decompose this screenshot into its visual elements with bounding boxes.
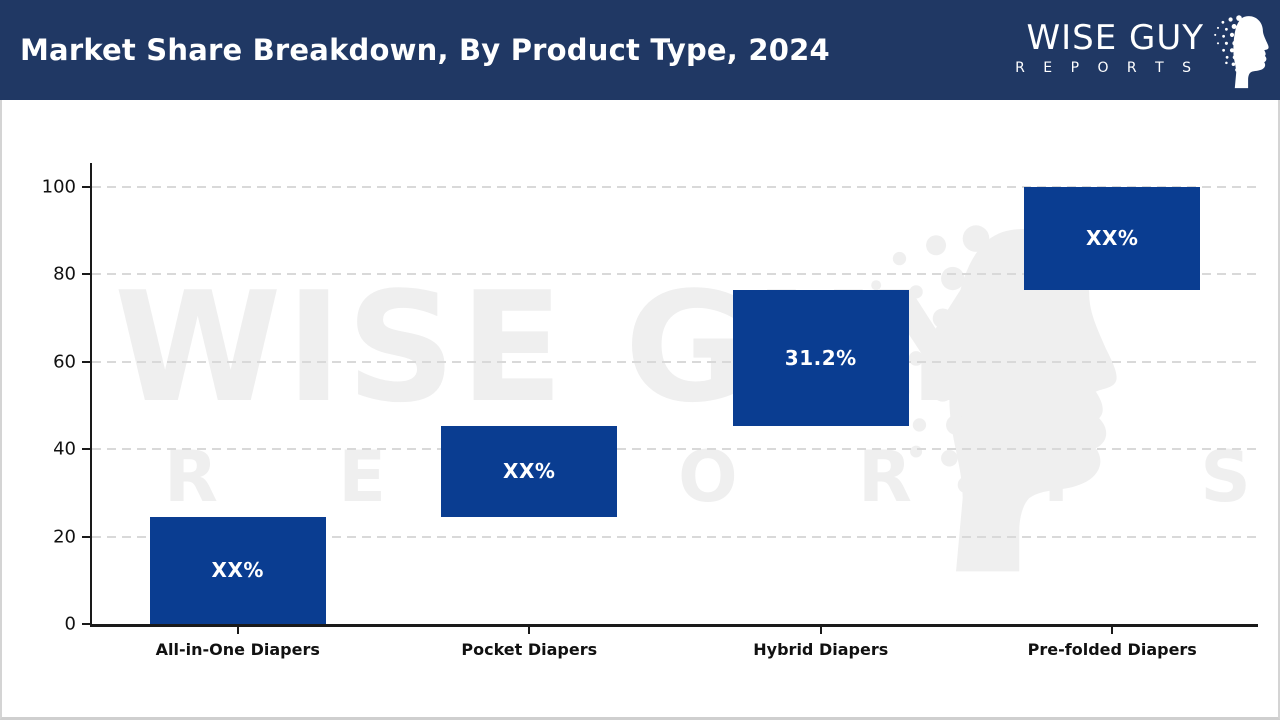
y-tick-label-60: 60 [53,351,76,373]
x-category-label: Pre-folded Diapers [1027,640,1197,659]
x-tick-mark-1 [528,627,531,634]
logo-head-icon [1214,15,1269,89]
bar-pocket-diapers: XX% [441,426,618,517]
logo-wordmark: WISE GUY [1026,18,1204,58]
bar-value-label: XX% [503,459,556,484]
bar-hybrid-diapers: 31.2% [732,289,909,427]
gridline-y-60 [92,360,1258,363]
y-tick-label-0: 0 [64,613,76,635]
x-tick-mark-2 [819,627,822,634]
plot-area: 0 20 40 60 80 100 XX% All-in-One Diapers XX% Pock… [42,163,1258,659]
gridline-y-40 [92,448,1258,451]
x-category-label: Hybrid Diapers [753,640,889,659]
y-tick-mark-100 [82,186,90,189]
bar-value-label: XX% [1086,226,1139,251]
chart-title: Market Share Breakdown, By Product Type,… [20,33,830,67]
bar-all-in-one-diapers: XX% [149,516,326,624]
x-tick-mark-0 [236,627,239,634]
y-tick-mark-0 [82,623,90,625]
gridline-y-20 [92,535,1258,538]
logo-subtext: R E P O R T S [1015,60,1198,76]
header-banner: Market Share Breakdown, By Product Type,… [0,0,1280,100]
bar-value-label: XX% [211,558,264,583]
y-tick-mark-60 [82,360,90,363]
y-tick-label-20: 20 [53,526,76,548]
y-tick-label-40: 40 [53,438,76,460]
bar-pre-folded-diapers: XX% [1024,187,1201,290]
gridline-y-100 [92,186,1258,189]
gridline-y-80 [92,273,1258,276]
y-tick-mark-80 [82,273,90,276]
chart-canvas: WISE GUY R E P O R T S 0 20 40 60 80 100 XX% Al… [0,100,1280,720]
y-tick-label-80: 80 [53,263,76,285]
bar-value-label: 31.2% [784,345,857,370]
y-tick-label-100: 100 [41,176,76,198]
x-tick-mark-3 [1111,627,1114,634]
y-tick-mark-40 [82,448,90,451]
x-category-label: Pocket Diapers [461,640,598,659]
wise-guy-reports-logo: WISE GUY R E P O R T S [1015,0,1270,100]
y-tick-mark-20 [82,535,90,538]
x-category-label: All-in-One Diapers [155,640,320,659]
